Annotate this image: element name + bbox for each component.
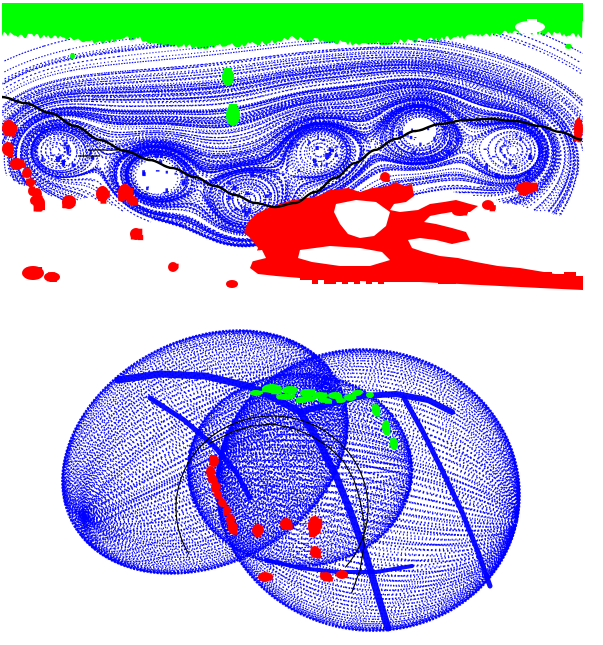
inner-dome-streamlines bbox=[186, 372, 414, 568]
bottom-panel-canvas bbox=[61, 329, 521, 632]
white-blob-in-band bbox=[515, 19, 545, 33]
green-open-field-band bbox=[2, 3, 583, 50]
limb-circle-contour bbox=[175, 415, 369, 568]
top-panel-flattened-map bbox=[0, 0, 603, 300]
streamline-field-top bbox=[2, 32, 583, 248]
green-ridge-markers bbox=[250, 384, 398, 450]
green-markers-top bbox=[70, 44, 572, 126]
right-lobe-streamlines bbox=[114, 348, 521, 632]
separatrix-neutral-line bbox=[2, 95, 583, 209]
red-footpoint-markers-top bbox=[2, 118, 583, 288]
ridge-contour bbox=[209, 423, 365, 593]
red-closed-field-region bbox=[240, 182, 583, 290]
bottom-panel-three-d-lobes bbox=[0, 300, 603, 645]
red-footpoint-markers-bottom bbox=[206, 455, 348, 582]
top-panel-canvas bbox=[2, 3, 583, 290]
left-lobe-streamlines bbox=[61, 329, 349, 575]
